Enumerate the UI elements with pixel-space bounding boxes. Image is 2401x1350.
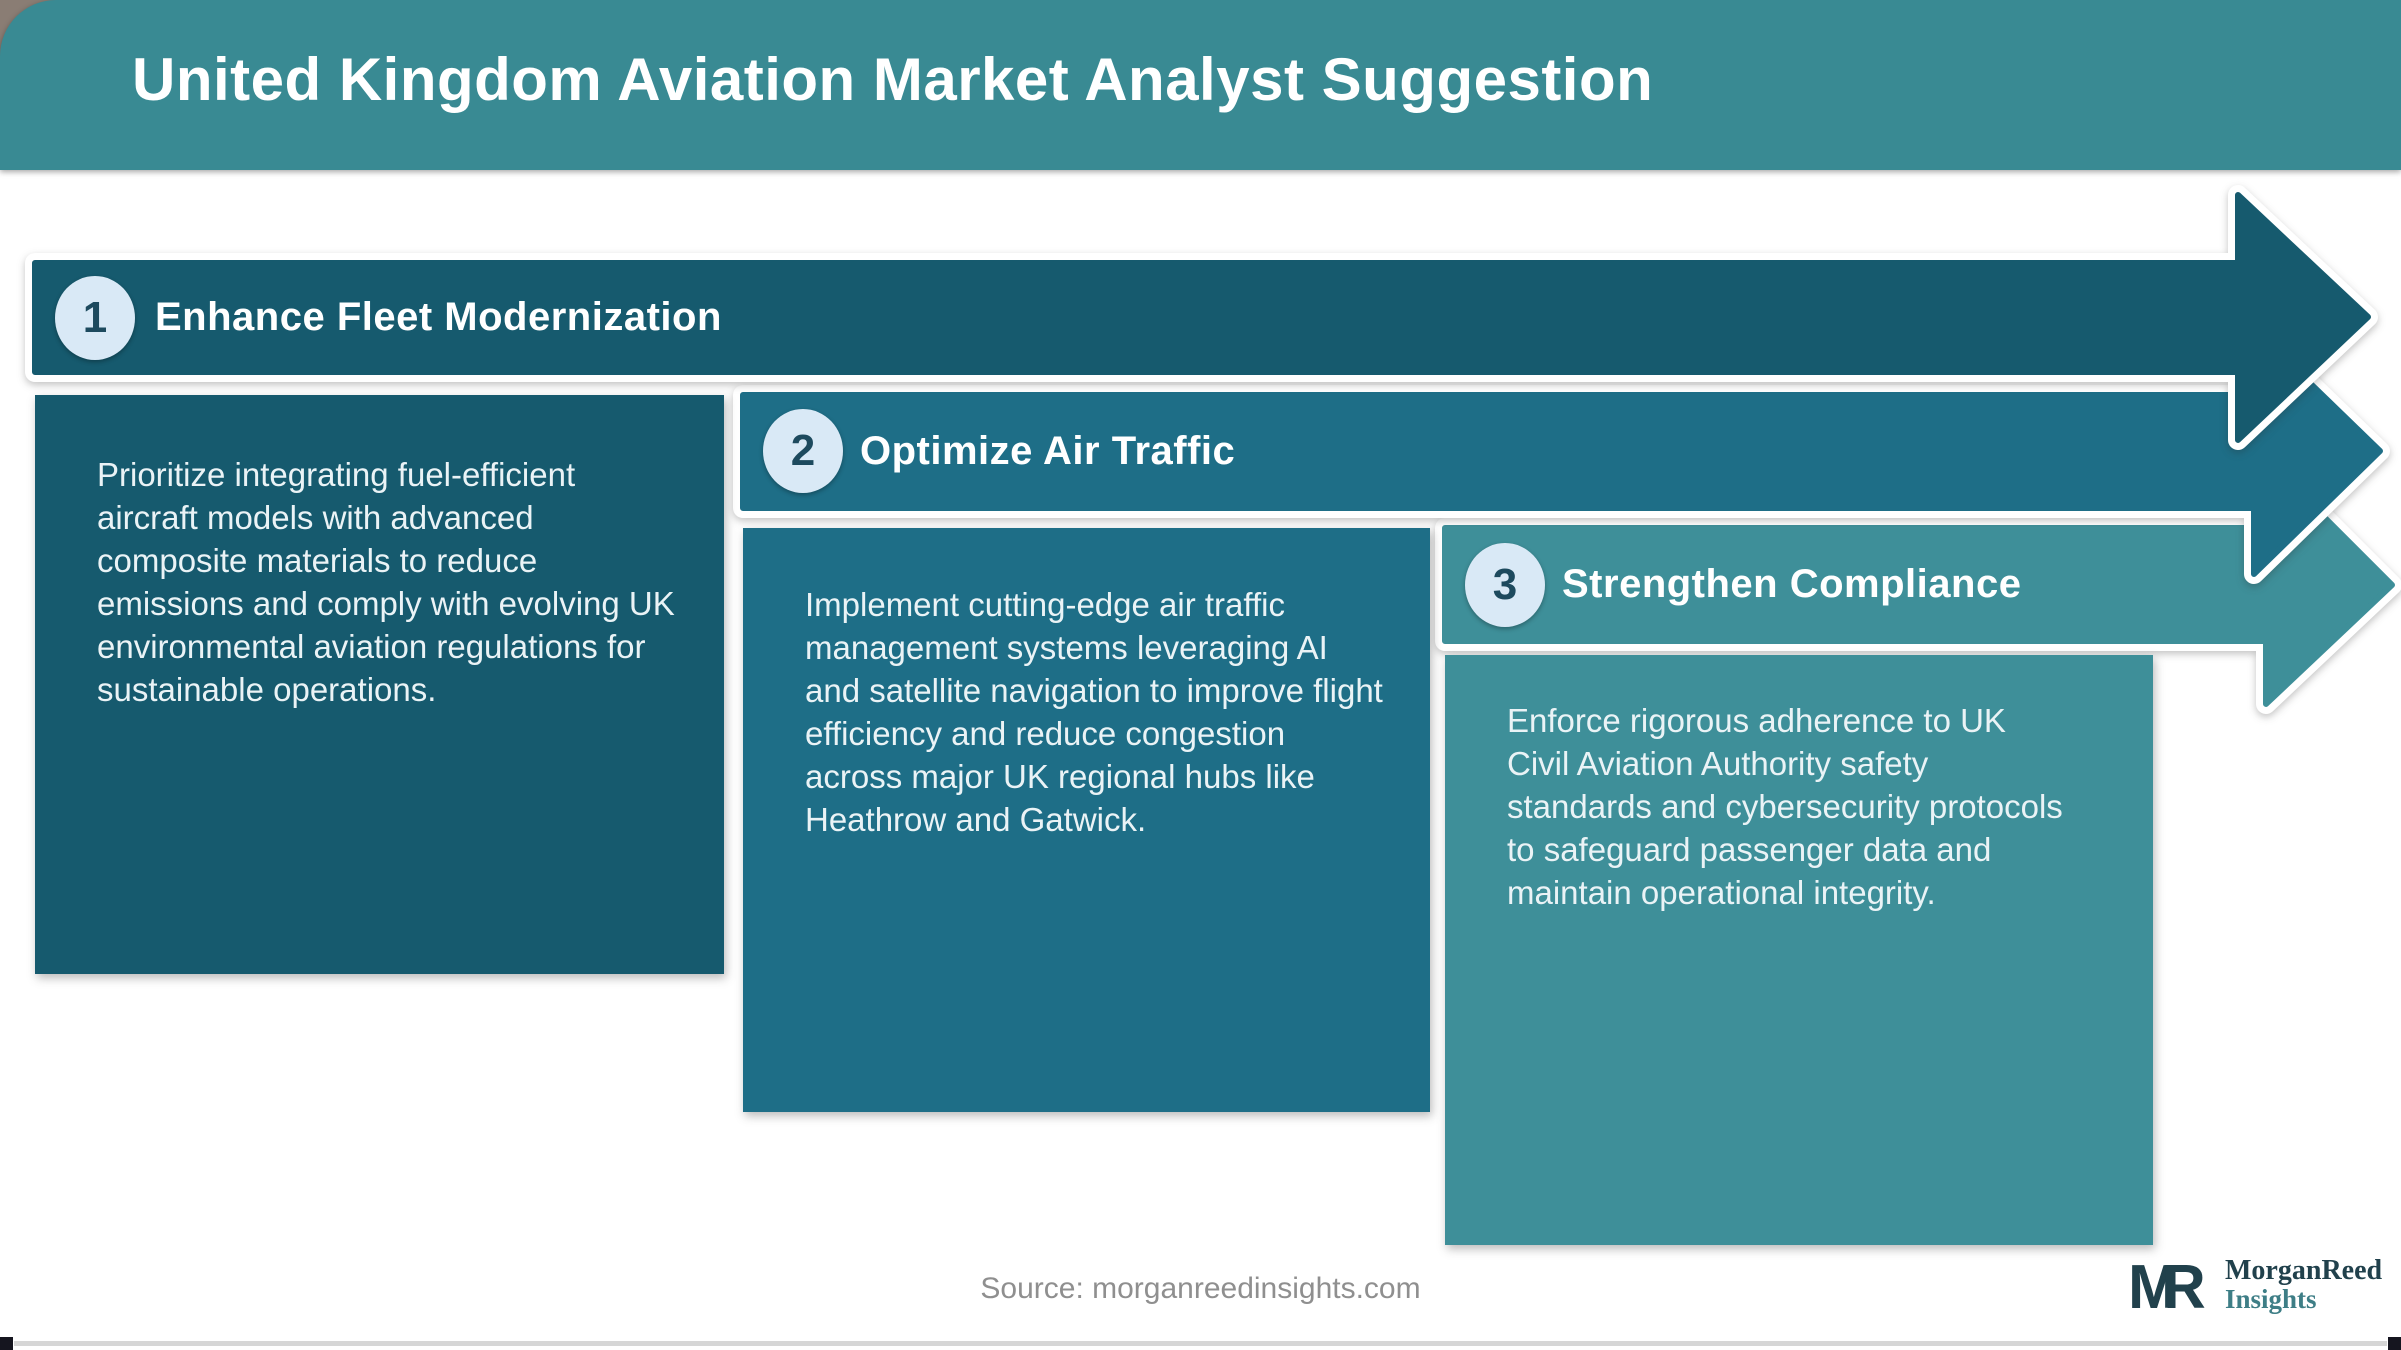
morganreed-logo-text: MorganReed Insights <box>2225 1256 2382 1314</box>
step-3-description-box: Enforce rigorous adherence to UK Civil A… <box>1445 655 2153 1245</box>
bottom-left-corner-mark <box>0 1337 13 1350</box>
header-banner: United Kingdom Aviation Market Analyst S… <box>0 0 2401 170</box>
step-1-number-badge: 1 <box>55 276 135 360</box>
arrow-step-1 <box>25 185 2378 450</box>
arrow-step-1-shape <box>32 192 2371 443</box>
logo-name-secondary: Reed <box>2321 1255 2383 1286</box>
bottom-divider <box>14 1341 2387 1346</box>
svg-text:R: R <box>2161 1257 2206 1313</box>
step-3-number: 3 <box>1492 560 1518 609</box>
step-2-number: 2 <box>790 426 816 475</box>
step-2-description: Implement cutting-edge air traffic manag… <box>805 586 1383 838</box>
source-attribution: Source: morganreedinsights.com <box>980 1272 1421 1305</box>
step-2-number-badge: 2 <box>763 409 843 493</box>
step-1-description-box: Prioritize integrating fuel-efficient ai… <box>35 395 724 974</box>
svg-text:M: M <box>2128 1257 2180 1313</box>
step-1-description: Prioritize integrating fuel-efficient ai… <box>97 456 675 708</box>
step-1-number: 1 <box>82 293 108 342</box>
page-title: United Kingdom Aviation Market Analyst S… <box>132 45 1654 113</box>
step-3-description: Enforce rigorous adherence to UK Civil A… <box>1507 702 2063 911</box>
step-2-title: Optimize Air Traffic <box>860 429 1236 473</box>
step-2-description-box: Implement cutting-edge air traffic manag… <box>743 528 1430 1112</box>
logo-tagline: Insights <box>2225 1284 2317 1315</box>
step-1-title: Enhance Fleet Modernization <box>155 295 722 339</box>
morganreed-monogram-icon: M R <box>2128 1257 2206 1313</box>
morganreed-logo: M R MorganReed Insights <box>2128 1256 2382 1314</box>
logo-name-primary: Morgan <box>2225 1255 2322 1286</box>
step-3-title: Strengthen Compliance <box>1562 562 2022 606</box>
step-3-number-badge: 3 <box>1465 543 1545 627</box>
bottom-right-corner-mark <box>2388 1337 2401 1350</box>
